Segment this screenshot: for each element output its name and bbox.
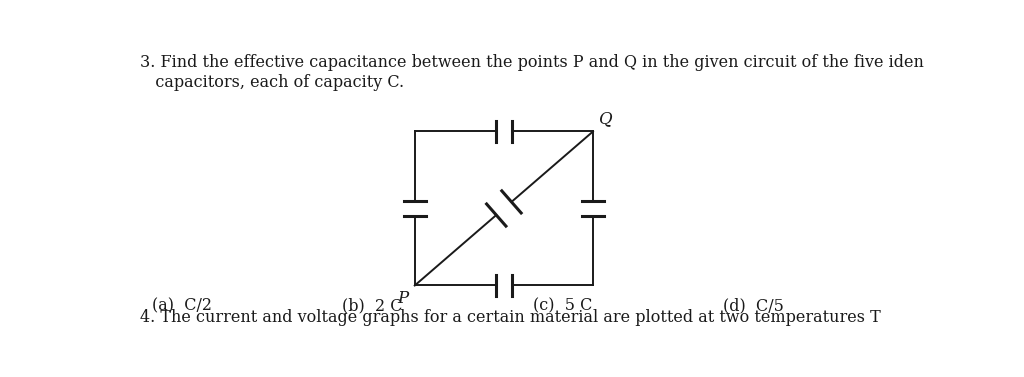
Text: (b)  2 C: (b) 2 C — [342, 298, 402, 315]
Text: (c)  5 C: (c) 5 C — [532, 298, 592, 315]
Text: P: P — [397, 290, 409, 307]
Text: capacitors, each of capacity C.: capacitors, each of capacity C. — [139, 74, 403, 91]
Text: (d)  C/5: (d) C/5 — [723, 298, 784, 315]
Text: 4. The current and voltage graphs for a certain material are plotted at two temp: 4. The current and voltage graphs for a … — [139, 308, 881, 325]
Text: Q: Q — [599, 110, 612, 128]
Text: (a)  C/2: (a) C/2 — [152, 298, 212, 315]
Text: 3. Find the effective capacitance between the points P and Q in the given circui: 3. Find the effective capacitance betwee… — [139, 55, 924, 72]
